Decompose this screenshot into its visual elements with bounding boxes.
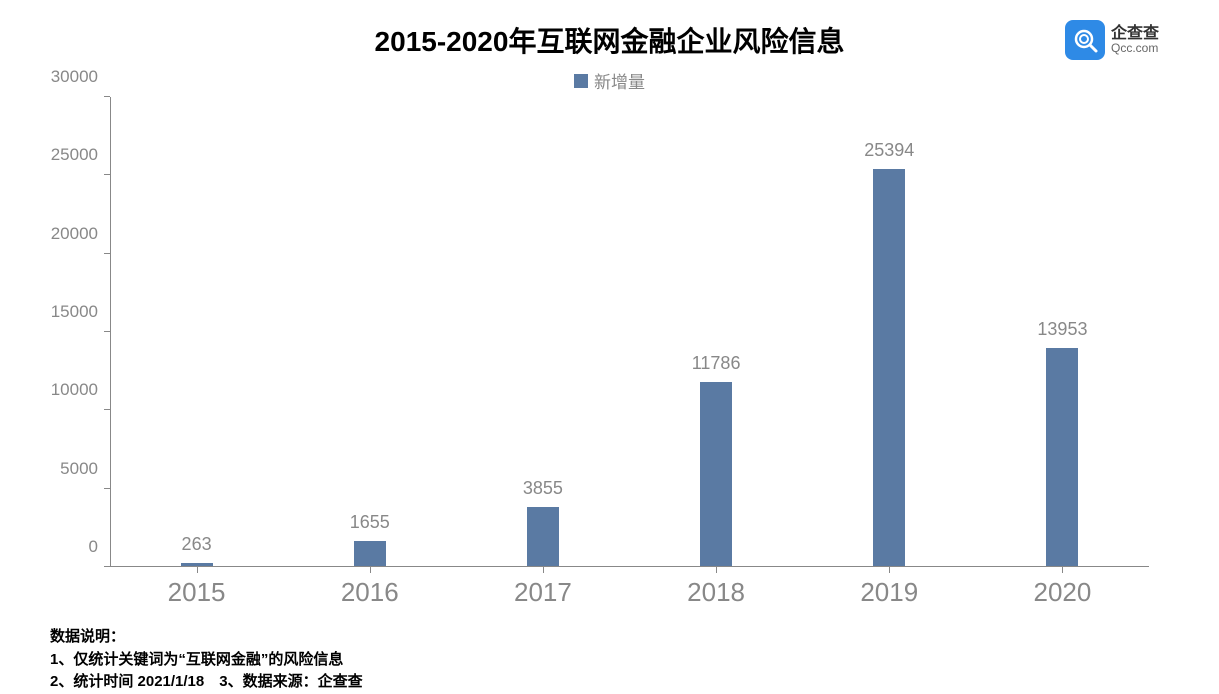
logo-text: 企查查 Qcc.com [1111, 25, 1159, 56]
bar: 25394 [873, 169, 905, 567]
logo-block: 企查查 Qcc.com [1065, 20, 1159, 60]
x-tick-mark [370, 567, 371, 573]
chart-title: 2015-2020年互联网金融企业风险信息 [375, 20, 845, 60]
x-tick-mark [197, 567, 198, 573]
y-tick-mark [104, 331, 110, 332]
footer-heading: 数据说明： [50, 626, 1179, 649]
plot-area: 050001000015000200002500030000 263165538… [110, 97, 1149, 567]
footer-line2: 2、统计时间 2021/1/18 3、数据来源：企查查 [50, 671, 1179, 694]
y-tick-mark [104, 96, 110, 97]
x-tick-mark [1062, 567, 1063, 573]
bar: 11786 [700, 382, 732, 567]
x-axis-line [110, 566, 1149, 567]
y-axis: 050001000015000200002500030000 [40, 97, 110, 567]
y-tick-label: 10000 [38, 380, 98, 400]
x-tick-mark [889, 567, 890, 573]
y-tick-label: 20000 [38, 224, 98, 244]
y-tick-mark [104, 174, 110, 175]
footer-notes: 数据说明： 1、仅统计关键词为“互联网金融”的风险信息 2、统计时间 2021/… [50, 626, 1179, 694]
y-tick-mark [104, 488, 110, 489]
chart-container: 2015-2020年互联网金融企业风险信息 企查查 Qcc.com 新增量 0 5… [0, 0, 1219, 689]
title-row: 2015-2020年互联网金融企业风险信息 企查查 Qcc.com [40, 20, 1179, 60]
y-tick-mark [104, 409, 110, 410]
bar-value-label: 13953 [1037, 319, 1087, 340]
bar: 1655 [354, 541, 386, 567]
legend: 新增量 [40, 68, 1179, 93]
bar-value-label: 263 [182, 534, 212, 555]
bar-value-label: 1655 [350, 512, 390, 533]
x-axis-label: 2015 [110, 577, 283, 608]
bar-slot: 25394 [803, 97, 976, 567]
bar-value-label: 25394 [864, 140, 914, 161]
x-axis-label: 2020 [976, 577, 1149, 608]
legend-label: 新增量 [594, 68, 645, 93]
footer-line1: 1、仅统计关键词为“互联网金融”的风险信息 [50, 649, 1179, 672]
legend-swatch [574, 74, 588, 88]
bar-slot: 13953 [976, 97, 1149, 567]
y-tick-label: 30000 [38, 67, 98, 87]
x-axis-label: 2019 [803, 577, 976, 608]
bar-slot: 11786 [630, 97, 803, 567]
bars-row: 263 1655 3855 11786 25394 13953 [110, 97, 1149, 567]
y-tick-mark [104, 566, 110, 567]
logo-en-text: Qcc.com [1111, 42, 1159, 55]
x-tick-mark [543, 567, 544, 573]
bar-value-label: 3855 [523, 478, 563, 499]
bar-slot: 1655 [283, 97, 456, 567]
x-axis-label: 2016 [283, 577, 456, 608]
y-tick-label: 0 [38, 537, 98, 557]
x-axis-label: 2018 [630, 577, 803, 608]
bar-value-label: 11786 [692, 353, 741, 374]
y-tick-mark [104, 253, 110, 254]
x-axis-label: 2017 [456, 577, 629, 608]
x-axis-labels: 201520162017201820192020 [110, 577, 1149, 608]
y-tick-label: 25000 [38, 145, 98, 165]
y-tick-label: 5000 [38, 459, 98, 479]
logo-cn-text: 企查查 [1111, 25, 1159, 43]
qcc-logo-icon [1065, 20, 1105, 60]
y-tick-label: 15000 [38, 302, 98, 322]
bar: 13953 [1046, 348, 1078, 567]
bar-slot: 263 [110, 97, 283, 567]
bar-slot: 3855 [456, 97, 629, 567]
bar: 3855 [527, 507, 559, 567]
x-tick-mark [716, 567, 717, 573]
